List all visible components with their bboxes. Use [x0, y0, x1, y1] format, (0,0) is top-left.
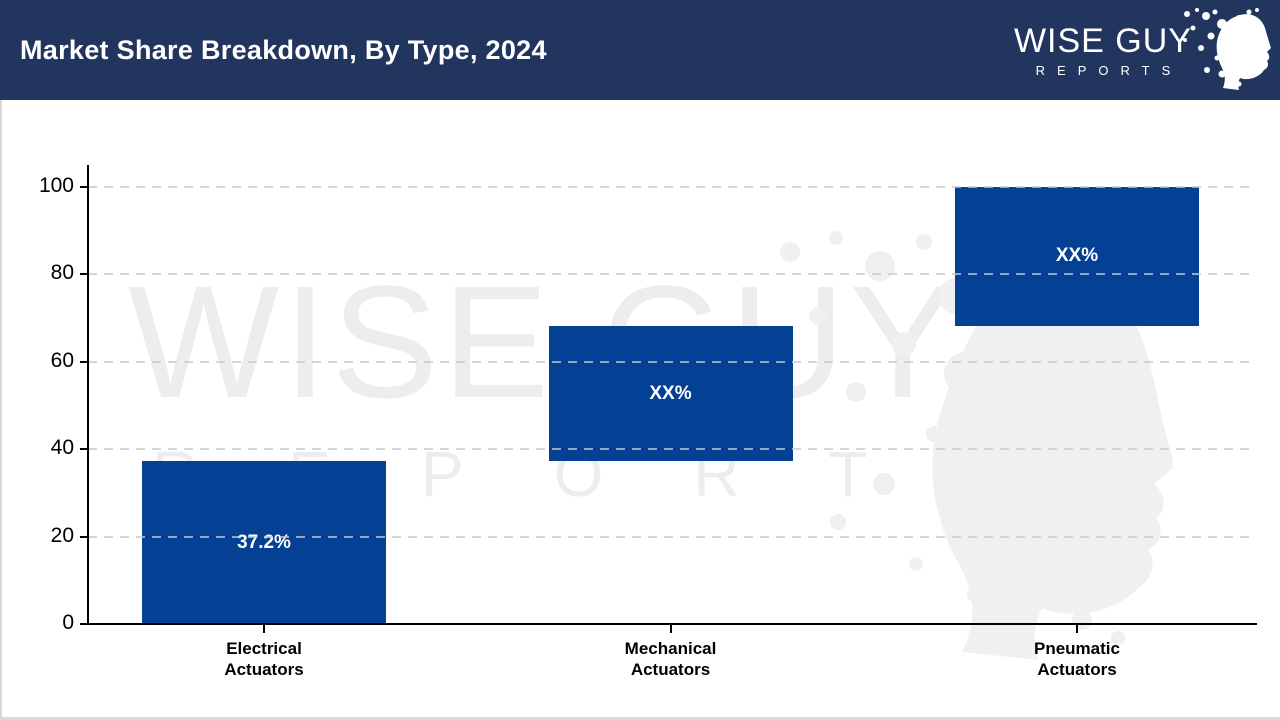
gridline-20: [88, 535, 1255, 538]
gridline-60: [88, 360, 1255, 363]
y-tick-mark: [80, 360, 88, 363]
page-bottom-border: [0, 717, 1280, 720]
y-tick-label: 60: [50, 348, 74, 372]
logo-subtitle: REPORTS: [1035, 63, 1183, 78]
y-tick-label: 80: [50, 261, 74, 285]
x-category-label: Mechanical Actuators: [624, 639, 717, 680]
y-tick-mark: [80, 623, 88, 625]
gridline-80: [88, 273, 1255, 276]
page-title: Market Share Breakdown, By Type, 2024: [20, 34, 547, 65]
bar-mechanical-actuators: XX%: [548, 325, 793, 462]
bar-pneumatic-actuators: XX%: [955, 187, 1199, 326]
logo-head-icon: [1183, 8, 1271, 90]
gridline-40: [88, 448, 1255, 451]
x-category-label: Electrical Actuators: [224, 639, 304, 680]
y-tick-mark: [80, 186, 88, 188]
y-tick-label: 40: [50, 436, 74, 460]
gridline-100: [88, 186, 1255, 188]
y-tick-mark: [80, 273, 88, 276]
logo-text: WISE GUY REPORTS: [1014, 24, 1192, 78]
y-tick-mark: [80, 448, 88, 451]
bar-electrical-actuators: 37.2%: [142, 461, 386, 624]
bar-value-label: XX%: [1055, 245, 1099, 267]
x-tick-mark: [263, 624, 265, 633]
y-tick-mark: [80, 535, 88, 538]
y-tick-label: 100: [38, 174, 74, 197]
x-axis-line: [87, 623, 1257, 625]
logo-wordmark: WISE GUY: [1013, 22, 1192, 60]
x-tick-mark: [1076, 624, 1078, 633]
page-left-border: [0, 100, 2, 720]
watermark-wordmark: WISE GUY: [128, 252, 961, 431]
bar-value-label: XX%: [649, 382, 692, 404]
header-bar: Market Share Breakdown, By Type, 2024 WI…: [0, 0, 1280, 100]
x-category-label: Pneumatic Actuators: [1034, 639, 1120, 680]
wise-guy-logo: WISE GUY REPORTS: [1000, 0, 1271, 100]
y-axis-line: [87, 165, 89, 624]
x-tick-mark: [669, 624, 672, 633]
y-tick-label: 0: [62, 611, 74, 634]
y-tick-label: 20: [50, 523, 74, 547]
